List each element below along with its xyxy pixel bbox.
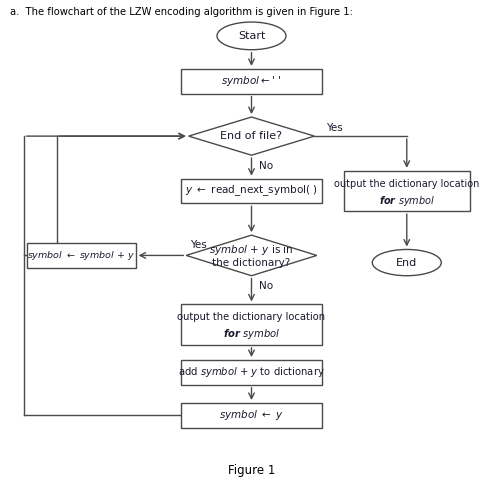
Text: No: No [259,281,273,291]
FancyBboxPatch shape [181,360,322,385]
Ellipse shape [372,249,441,276]
FancyBboxPatch shape [27,243,136,268]
FancyBboxPatch shape [181,304,322,345]
Text: for $\mathit{symbol}$: for $\mathit{symbol}$ [379,193,435,207]
FancyBboxPatch shape [344,171,470,211]
Text: $\mathit{symbol}$ $\leftarrow$ $\mathit{symbol}$ + $\mathit{y}$: $\mathit{symbol}$ $\leftarrow$ $\mathit{… [27,249,135,262]
Polygon shape [186,235,317,276]
Ellipse shape [217,22,286,50]
Text: for $\mathit{symbol}$: for $\mathit{symbol}$ [223,327,280,341]
Text: output the dictionary location: output the dictionary location [178,313,325,322]
Text: $\mathit{symbol}$ $\leftarrow$ $\mathit{y}$: $\mathit{symbol}$ $\leftarrow$ $\mathit{… [219,408,284,422]
Text: End of file?: End of file? [220,131,283,141]
Text: Figure 1: Figure 1 [228,465,275,477]
Text: $\mathit{symbol}$ + $\mathit{y}$ is in
the dictionary?: $\mathit{symbol}$ + $\mathit{y}$ is in t… [209,243,294,268]
Text: Start: Start [238,31,265,41]
Text: add $\mathit{symbol}$ + $\mathit{y}$ to dictionary: add $\mathit{symbol}$ + $\mathit{y}$ to … [178,365,325,379]
Text: No: No [259,161,273,171]
FancyBboxPatch shape [181,179,322,204]
FancyBboxPatch shape [181,69,322,94]
Text: $\mathit{y}$ $\leftarrow$ read_next_symbol( ): $\mathit{y}$ $\leftarrow$ read_next_symb… [185,184,318,198]
Text: Yes: Yes [190,240,207,250]
FancyBboxPatch shape [181,403,322,428]
Polygon shape [189,117,314,155]
Text: a.  The flowchart of the LZW encoding algorithm is given in Figure 1:: a. The flowchart of the LZW encoding alg… [10,7,353,17]
Text: Yes: Yes [325,123,343,132]
Text: $\mathit{symbol}$$\leftarrow$' ': $\mathit{symbol}$$\leftarrow$' ' [221,74,282,88]
Text: End: End [396,258,417,267]
Text: output the dictionary location: output the dictionary location [334,179,479,189]
